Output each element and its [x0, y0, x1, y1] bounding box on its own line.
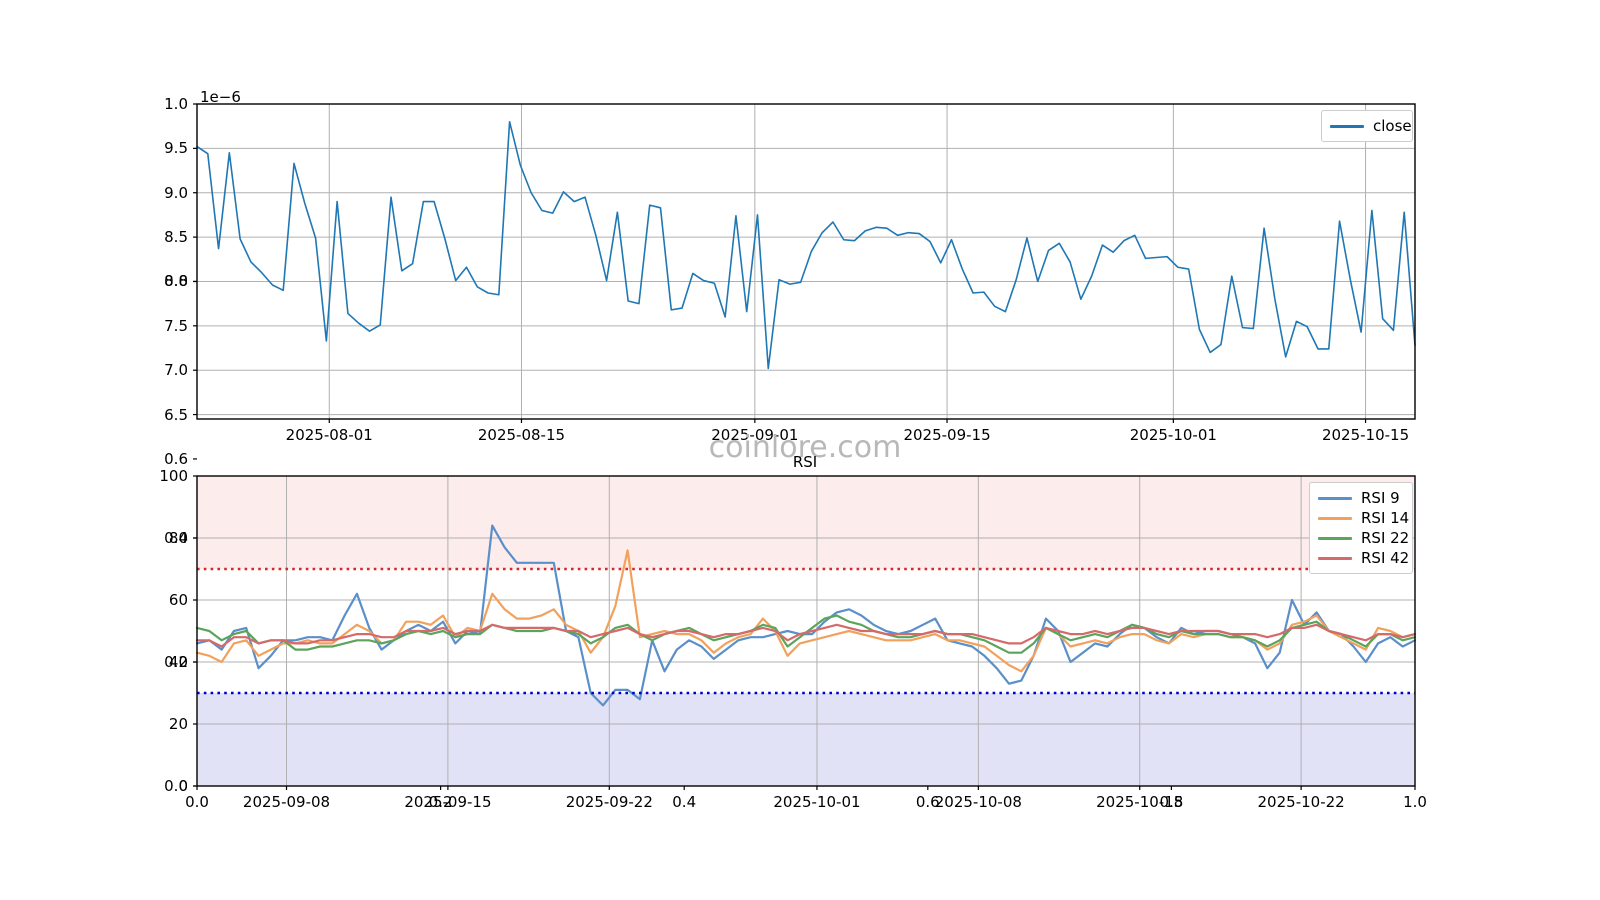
rsi-overlay-x-tick-0.4: 0.4 [672, 793, 697, 811]
price-y-tick-7.5: 7.5 [164, 316, 188, 335]
price-y-tick-8.5: 8.5 [164, 228, 188, 247]
rsi-panel-title: RSI [792, 453, 818, 471]
price-y-tick-9.5: 9.5 [164, 139, 188, 158]
price-y-tick-8.0: 8.0 [164, 272, 188, 291]
rsi-legend-swatch-icon [1318, 536, 1352, 540]
rsi-overlay-y-tick-0.4: 0.4 [164, 529, 188, 547]
rsi-x-tick-2025-10-08: 2025-10-08 [934, 793, 1022, 811]
rsi-x-tick-2025-09-15: 2025-09-15 [404, 793, 492, 811]
rsi-legend-swatch-icon [1318, 516, 1352, 520]
price-x-tick-2025-10-01: 2025-10-01 [1129, 426, 1217, 444]
rsi-legend-item[interactable]: RSI 14 [1318, 508, 1409, 528]
watermark-coinlore: coinlore.com [708, 430, 902, 465]
rsi-legend-swatch-icon [1318, 496, 1352, 500]
rsi-overlay-x-tick-0.6: 0.6 [915, 793, 940, 811]
rsi-legend-item[interactable]: RSI 9 [1318, 488, 1404, 508]
price-x-tick-2025-10-15: 2025-10-15 [1321, 426, 1410, 444]
price-x-tick-2025-09-15: 2025-09-15 [903, 426, 991, 444]
price-legend[interactable]: close [1321, 110, 1413, 142]
price-x-tick-2025-09-01: 2025-09-01 [711, 426, 799, 444]
price-overlay-y-tick-0.6: 0.6 [164, 449, 188, 468]
rsi-x-tick-2025-09-08: 2025-09-08 [242, 793, 331, 811]
price-y-tick-1.0: 1.0 [164, 95, 188, 113]
rsi-legend-label: RSI 42 [1361, 549, 1410, 567]
rsi-y-tick-80: 80 [168, 529, 188, 547]
rsi-x-tick-2025-09-22: 2025-09-22 [565, 793, 653, 811]
rsi-overlay-x-tick-0.0: 0.0 [185, 793, 209, 811]
price-y-tick-9.0: 9.0 [164, 183, 188, 202]
rsi-x-tick-2025-10-01: 2025-10-01 [773, 793, 861, 811]
rsi-x-tick-2025-10-22: 2025-10-22 [1257, 793, 1345, 811]
rsi-y-tick-60: 60 [168, 591, 188, 609]
rsi-legend-label: RSI 22 [1361, 529, 1410, 547]
rsi-legend-label: RSI 14 [1361, 509, 1410, 527]
rsi-overlay-y-tick-0.0: 0.0 [164, 777, 188, 795]
rsi-overlay-x-tick-0.2: 0.2 [428, 793, 453, 811]
rsi-y-tick-20: 20 [168, 715, 188, 733]
rsi-overlay-x-tick-0.8: 0.8 [1159, 793, 1184, 811]
price-legend-label: close [1373, 117, 1412, 135]
price-x-tick-2025-08-15: 2025-08-15 [477, 426, 566, 444]
rsi-legend-item[interactable]: RSI 42 [1318, 548, 1409, 568]
rsi-legend-label: RSI 9 [1361, 489, 1400, 507]
price-y-tick-7.0: 7.0 [164, 361, 188, 380]
price-x-tick-2025-08-01: 2025-08-01 [285, 426, 373, 444]
rsi-x-tick-2025-10-15: 2025-10-15 [1096, 793, 1184, 811]
rsi-overlay-x-tick-1.0: 1.0 [1403, 793, 1427, 811]
rsi-legend[interactable]: RSI 9 RSI 14 RSI 22 RSI 42 [1309, 482, 1413, 574]
rsi-overlay-y-tick-0.2: 0.2 [164, 653, 188, 671]
price-overlay-y-tick-0.8: 0.8 [164, 272, 188, 291]
price-y-tick-6.5: 6.5 [164, 405, 188, 424]
price-y-offset-text: 1e−6 [200, 88, 241, 106]
rsi-y-tick-100: 100 [159, 467, 188, 485]
rsi-legend-swatch-icon [1318, 556, 1352, 560]
price-legend-item[interactable]: close [1330, 116, 1412, 136]
rsi-y-tick-40: 40 [168, 653, 188, 671]
rsi-legend-item[interactable]: RSI 22 [1318, 528, 1409, 548]
rsi-y-tick-0: 0 [178, 777, 188, 795]
price-legend-swatch-icon [1330, 124, 1364, 128]
